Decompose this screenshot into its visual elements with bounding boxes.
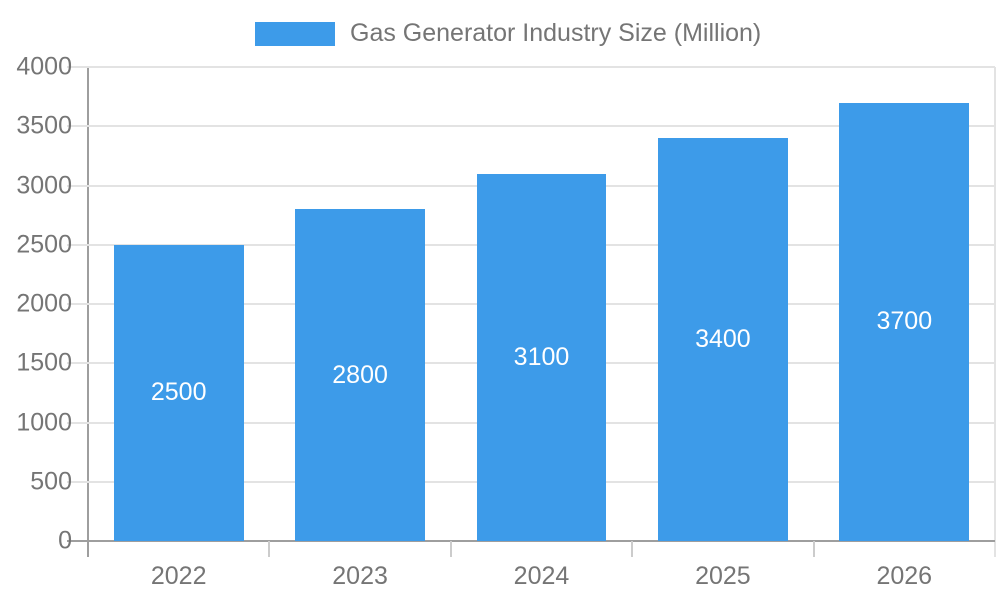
x-axis-label: 2025	[695, 562, 751, 590]
plot-right-border	[994, 67, 996, 557]
gridline	[67, 125, 995, 128]
y-axis-label: 2500	[16, 230, 72, 259]
bar-value-label: 2800	[332, 360, 388, 389]
y-axis-label: 1500	[16, 348, 72, 377]
bar-value-label: 3400	[695, 325, 751, 354]
y-axis-label: 0	[58, 526, 72, 555]
bar-value-label: 3100	[513, 342, 570, 371]
x-axis-label: 2022	[150, 562, 207, 590]
legend-swatch	[255, 21, 335, 46]
y-axis-label: 500	[30, 467, 72, 496]
bar-value-label: 2500	[150, 378, 207, 407]
bar[interactable]: 2800	[295, 209, 426, 541]
y-axis-line	[87, 67, 89, 557]
gridline	[67, 66, 995, 68]
x-axis-label: 2026	[876, 562, 933, 590]
x-axis-baseline	[67, 540, 995, 542]
legend-label: Gas Generator Industry Size (Million)	[350, 19, 762, 47]
bar[interactable]: 3400	[657, 138, 788, 541]
category-tick	[449, 541, 452, 557]
bar[interactable]: 3100	[476, 173, 607, 541]
x-axis-label: 2023	[332, 562, 388, 590]
bar[interactable]: 2500	[113, 244, 244, 541]
x-axis-label: 2024	[513, 562, 570, 590]
category-tick	[268, 541, 271, 557]
category-tick	[812, 541, 815, 557]
bar[interactable]: 3700	[839, 102, 970, 541]
y-axis-label: 4000	[16, 52, 72, 81]
plot-area: 0 500 1000 1500 2000 2500 3000 3500 4000 2500 2022…	[16, 54, 996, 590]
y-axis-label: 2000	[16, 289, 72, 318]
y-axis-label: 3500	[16, 111, 72, 140]
y-axis-label: 1000	[16, 408, 72, 436]
y-axis-label: 3000	[16, 171, 72, 199]
legend: Gas Generator Industry Size (Million)	[255, 21, 761, 46]
bar-value-label: 3700	[876, 307, 933, 336]
category-tick	[631, 541, 634, 557]
